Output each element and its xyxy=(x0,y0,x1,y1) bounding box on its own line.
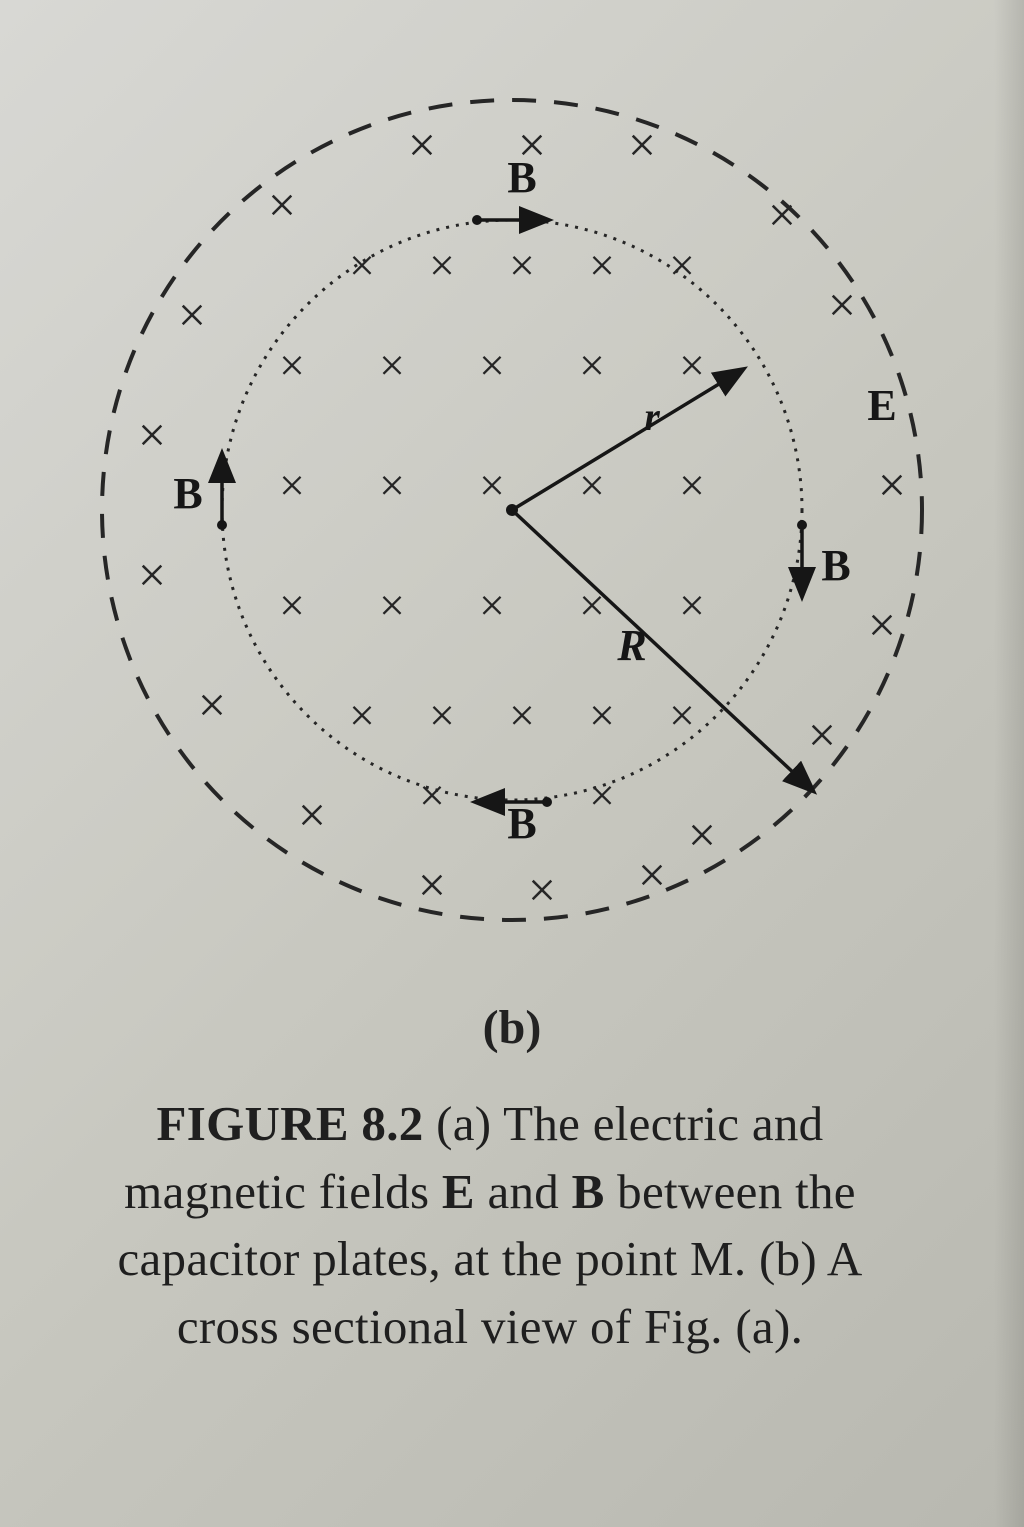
svg-text:×: × xyxy=(479,460,505,511)
svg-text:×: × xyxy=(628,116,656,172)
svg-text:×: × xyxy=(589,240,615,291)
field-crosses-inner: ××××××××××××××××××××××××××× xyxy=(279,240,705,821)
caption-vec-E: E xyxy=(442,1164,475,1219)
svg-text:B: B xyxy=(507,153,536,202)
svg-text:×: × xyxy=(679,580,705,631)
svg-text:×: × xyxy=(828,276,856,332)
svg-text:×: × xyxy=(509,240,535,291)
page-edge-shadow xyxy=(994,0,1024,1527)
page: × × × × × × × × × × × × × × × × × × × × × × × × × × × × × × × × × × × × × × ×… xyxy=(0,0,1024,1527)
svg-text:×: × xyxy=(579,340,605,391)
diagram-cross-section: × × × × × × × × × × × × × × × × × × × × × × × × × × × × × × × × × × × × × × ×… xyxy=(62,60,962,960)
svg-text:×: × xyxy=(379,580,405,631)
caption-vec-B: B xyxy=(572,1164,605,1219)
svg-text:×: × xyxy=(589,770,615,821)
svg-text:×: × xyxy=(298,786,326,842)
e-field-label: E xyxy=(867,381,896,430)
svg-text:×: × xyxy=(579,580,605,631)
svg-text:×: × xyxy=(429,690,455,741)
caption-and: and xyxy=(475,1164,572,1219)
figure-caption: FIGURE 8.2 (a) The electric and magnetic… xyxy=(80,1090,900,1360)
svg-text:B: B xyxy=(821,541,850,590)
svg-text:×: × xyxy=(479,580,505,631)
svg-text:×: × xyxy=(509,690,535,741)
svg-text:×: × xyxy=(669,240,695,291)
radius-R-label: R xyxy=(616,621,646,670)
svg-text:×: × xyxy=(379,460,405,511)
svg-text:×: × xyxy=(178,286,206,342)
svg-text:×: × xyxy=(688,806,716,862)
radius-r-label: r xyxy=(644,394,660,439)
svg-text:×: × xyxy=(768,186,796,242)
svg-text:×: × xyxy=(408,116,436,172)
svg-text:×: × xyxy=(528,861,556,917)
diagram-svg: × × × × × × × × × × × × × × × × × × × × × × × × × × × × × × × × × × × × × × ×… xyxy=(62,60,962,960)
svg-text:×: × xyxy=(138,406,166,462)
caption-lead: FIGURE 8.2 xyxy=(157,1096,424,1151)
radius-r-vector xyxy=(512,370,742,510)
svg-text:×: × xyxy=(138,546,166,602)
svg-text:×: × xyxy=(268,176,296,232)
subfigure-label: (b) xyxy=(0,1000,1024,1055)
svg-text:×: × xyxy=(379,340,405,391)
svg-text:×: × xyxy=(679,460,705,511)
svg-text:×: × xyxy=(638,846,666,902)
svg-text:×: × xyxy=(878,456,906,512)
svg-text:×: × xyxy=(669,690,695,741)
svg-text:×: × xyxy=(429,240,455,291)
svg-text:×: × xyxy=(589,690,615,741)
svg-text:×: × xyxy=(808,706,836,762)
svg-text:B: B xyxy=(173,469,202,518)
svg-text:×: × xyxy=(279,580,305,631)
svg-text:B: B xyxy=(507,799,536,848)
svg-text:×: × xyxy=(279,340,305,391)
svg-text:×: × xyxy=(679,340,705,391)
svg-text:×: × xyxy=(479,340,505,391)
svg-text:×: × xyxy=(419,770,445,821)
svg-text:×: × xyxy=(418,856,446,912)
svg-text:×: × xyxy=(349,690,375,741)
svg-text:×: × xyxy=(349,240,375,291)
svg-text:×: × xyxy=(198,676,226,732)
svg-text:×: × xyxy=(279,460,305,511)
svg-text:×: × xyxy=(868,596,896,652)
radius-R-vector xyxy=(512,510,812,790)
